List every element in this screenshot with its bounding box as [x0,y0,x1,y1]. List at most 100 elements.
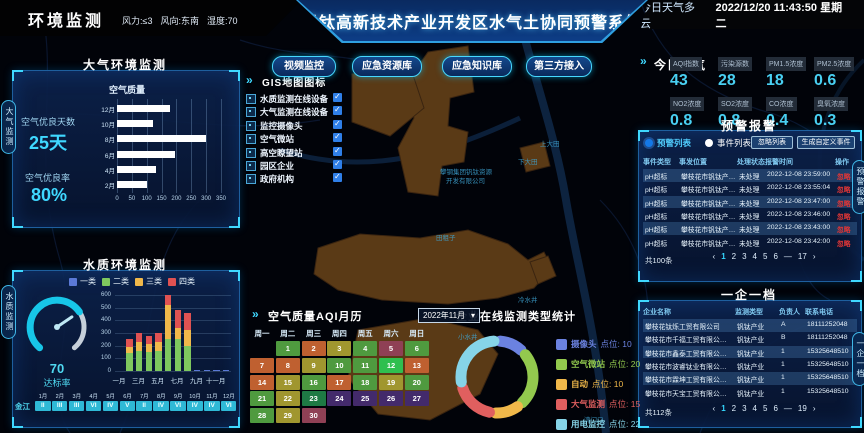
calendar-day[interactable]: 1 [275,341,300,356]
layer-item[interactable]: 园区企业 [246,159,342,171]
calendar-day[interactable]: 14 [250,374,274,390]
pager-page[interactable]: 17 [797,252,807,261]
pager-page[interactable]: 6 [773,252,778,261]
layer-checkbox[interactable] [333,172,342,183]
calendar-day[interactable]: 12 [379,357,403,373]
calendar-day[interactable]: 13 [404,357,429,373]
pager-page[interactable]: 5 [763,404,768,413]
strip-level-cell[interactable]: II [35,401,51,411]
radio-event-list-label[interactable]: 事件列表 [717,138,752,148]
calendar-day[interactable]: 17 [327,374,352,390]
strip-level-cell[interactable]: IV [153,401,169,411]
layer-item[interactable]: 监控摄像头 [246,119,342,131]
table-row[interactable]: 攀枝花市天宝工贸有限公… 钒钛产业 1 15325648510 [643,386,857,399]
calendar-day[interactable]: 19 [379,374,403,390]
strip-level-cell[interactable]: III [68,401,85,411]
layer-checkbox[interactable] [333,119,342,129]
pager-page[interactable]: 1 [721,404,726,413]
pager-page[interactable]: 19 [797,404,807,413]
calendar-day[interactable]: 10 [327,357,352,373]
layer-checkbox[interactable] [333,146,342,156]
calendar-day[interactable]: 21 [250,391,274,407]
table-row[interactable]: pH超标 攀枝花市钒钛产… 未处理 2022-12-08 23:55:04 忽略 [643,182,857,195]
right-tab-enterprise[interactable]: 一企一档 [852,332,864,386]
table-row[interactable]: 攀枝花钛烁工贸有限公司 钒钛产业 A 18111252048 [643,319,857,332]
calendar-day[interactable]: 5 [379,341,403,356]
calendar-day[interactable]: 24 [327,391,352,407]
calendar-day[interactable]: 3 [327,341,352,356]
calendar-day[interactable]: 7 [250,357,274,373]
table-row[interactable]: 攀枝花市波睿钛业有限公… 钒钛产业 1 15325648510 [643,359,857,372]
pager-page[interactable]: 4 [752,252,757,261]
calendar-day[interactable]: 6 [404,341,429,356]
table-row[interactable]: 攀枝花市霖坤工贸有限公… 钒钛产业 1 15325648510 [643,372,857,385]
ignore-action[interactable]: 忽略 [837,240,851,248]
radio-warning-list[interactable] [645,139,653,147]
table-row[interactable]: pH超标 攀枝花市钒钛产… 未处理 2022-12-08 23:59:00 忽略 [643,169,857,182]
layer-item[interactable]: 大气监测在线设备 [246,105,342,118]
calendar-day[interactable]: 18 [353,374,378,390]
map-button-1[interactable]: 视频监控 [272,56,336,77]
ignore-action[interactable]: 忽略 [837,227,851,235]
strip-level-cell[interactable]: V [119,401,135,411]
pager-next[interactable]: › [812,404,816,413]
calendar-day[interactable]: 22 [275,391,300,407]
pager-prev[interactable]: ‹ [712,252,716,261]
map-button-3[interactable]: 应急知识库 [442,56,512,77]
ignore-action[interactable]: 忽略 [837,213,851,221]
pager-page[interactable]: 4 [752,404,757,413]
calendar-day[interactable]: 25 [353,391,378,407]
ignore-action[interactable]: 忽略 [837,187,851,195]
ignore-action[interactable]: 忽略 [837,200,851,208]
calendar-day[interactable]: 20 [404,374,429,390]
pager-page[interactable]: 2 [731,252,737,261]
layer-checkbox[interactable] [333,92,342,102]
calendar-day[interactable]: 2 [301,341,326,356]
calendar-day[interactable]: 29 [275,408,300,424]
layer-checkbox[interactable] [333,105,342,116]
create-custom-event-button[interactable]: 生成自定义事件 [797,136,855,149]
strip-level-cell[interactable]: II [136,401,152,411]
ignore-action[interactable]: 忽略 [837,174,851,181]
pager-page[interactable]: 5 [763,252,768,261]
table-row[interactable]: pH超标 攀枝花市钒钛产… 未处理 2022-12-08 23:46:00 忽略 [643,209,857,222]
pager-page[interactable]: 3 [742,252,747,261]
strip-level-cell[interactable]: VI [220,401,237,411]
calendar-day[interactable]: 28 [250,408,274,424]
strip-level-cell[interactable]: IV [204,401,220,411]
strip-level-cell[interactable]: III [51,401,68,411]
calendar-day[interactable]: 23 [301,391,326,407]
map-button-2[interactable]: 应急资源库 [352,56,422,77]
calendar-day[interactable]: 26 [379,391,403,407]
map-button-4[interactable]: 第三方接入 [526,56,592,77]
table-row[interactable]: pH超标 攀枝花市钒钛产… 未处理 2022-12-08 23:42:00 忽略 [643,236,857,249]
right-tab-warning[interactable]: 预警报警 [852,160,864,214]
calendar-day[interactable]: 27 [404,391,429,407]
table-row[interactable]: 攀枝花市千福工贸有限公… 钒钛产业 B 18111252048 [643,332,857,345]
radio-warning-list-label[interactable]: 预警列表 [657,138,692,148]
calendar-day[interactable]: 15 [275,374,300,390]
calendar-day[interactable]: 11 [353,357,378,373]
pager-page[interactable]: 2 [731,404,737,413]
strip-level-cell[interactable]: IV [102,401,119,411]
calendar-day[interactable]: 4 [353,341,378,356]
pager-page[interactable]: 1 [721,252,726,261]
left-tab-water[interactable]: 水质监测 [1,285,16,339]
radio-event-list[interactable] [705,139,713,147]
pager-page[interactable]: 3 [742,404,747,413]
strip-level-cell[interactable]: VI [85,401,102,411]
layer-checkbox[interactable] [333,159,342,169]
ignore-list-button[interactable]: 忽略列表 [751,136,793,149]
calendar-day[interactable]: 8 [275,357,300,373]
left-tab-air[interactable]: 大气监测 [1,100,16,154]
layer-item[interactable]: 政府机构 [246,172,342,185]
layer-item[interactable]: 水质监测在线设备 [246,92,342,104]
strip-level-cell[interactable]: VI [170,401,186,411]
layer-checkbox[interactable] [333,132,342,143]
calendar-day[interactable]: 9 [301,357,326,373]
layer-item[interactable]: 空气微站 [246,132,342,145]
month-select[interactable]: 2022年11月 ▾ [418,308,480,323]
pager-next[interactable]: › [812,252,816,261]
calendar-day[interactable]: 30 [301,408,326,424]
table-row[interactable]: pH超标 攀枝花市钒钛产… 未处理 2022-12-08 23:43:00 忽略 [643,222,857,235]
